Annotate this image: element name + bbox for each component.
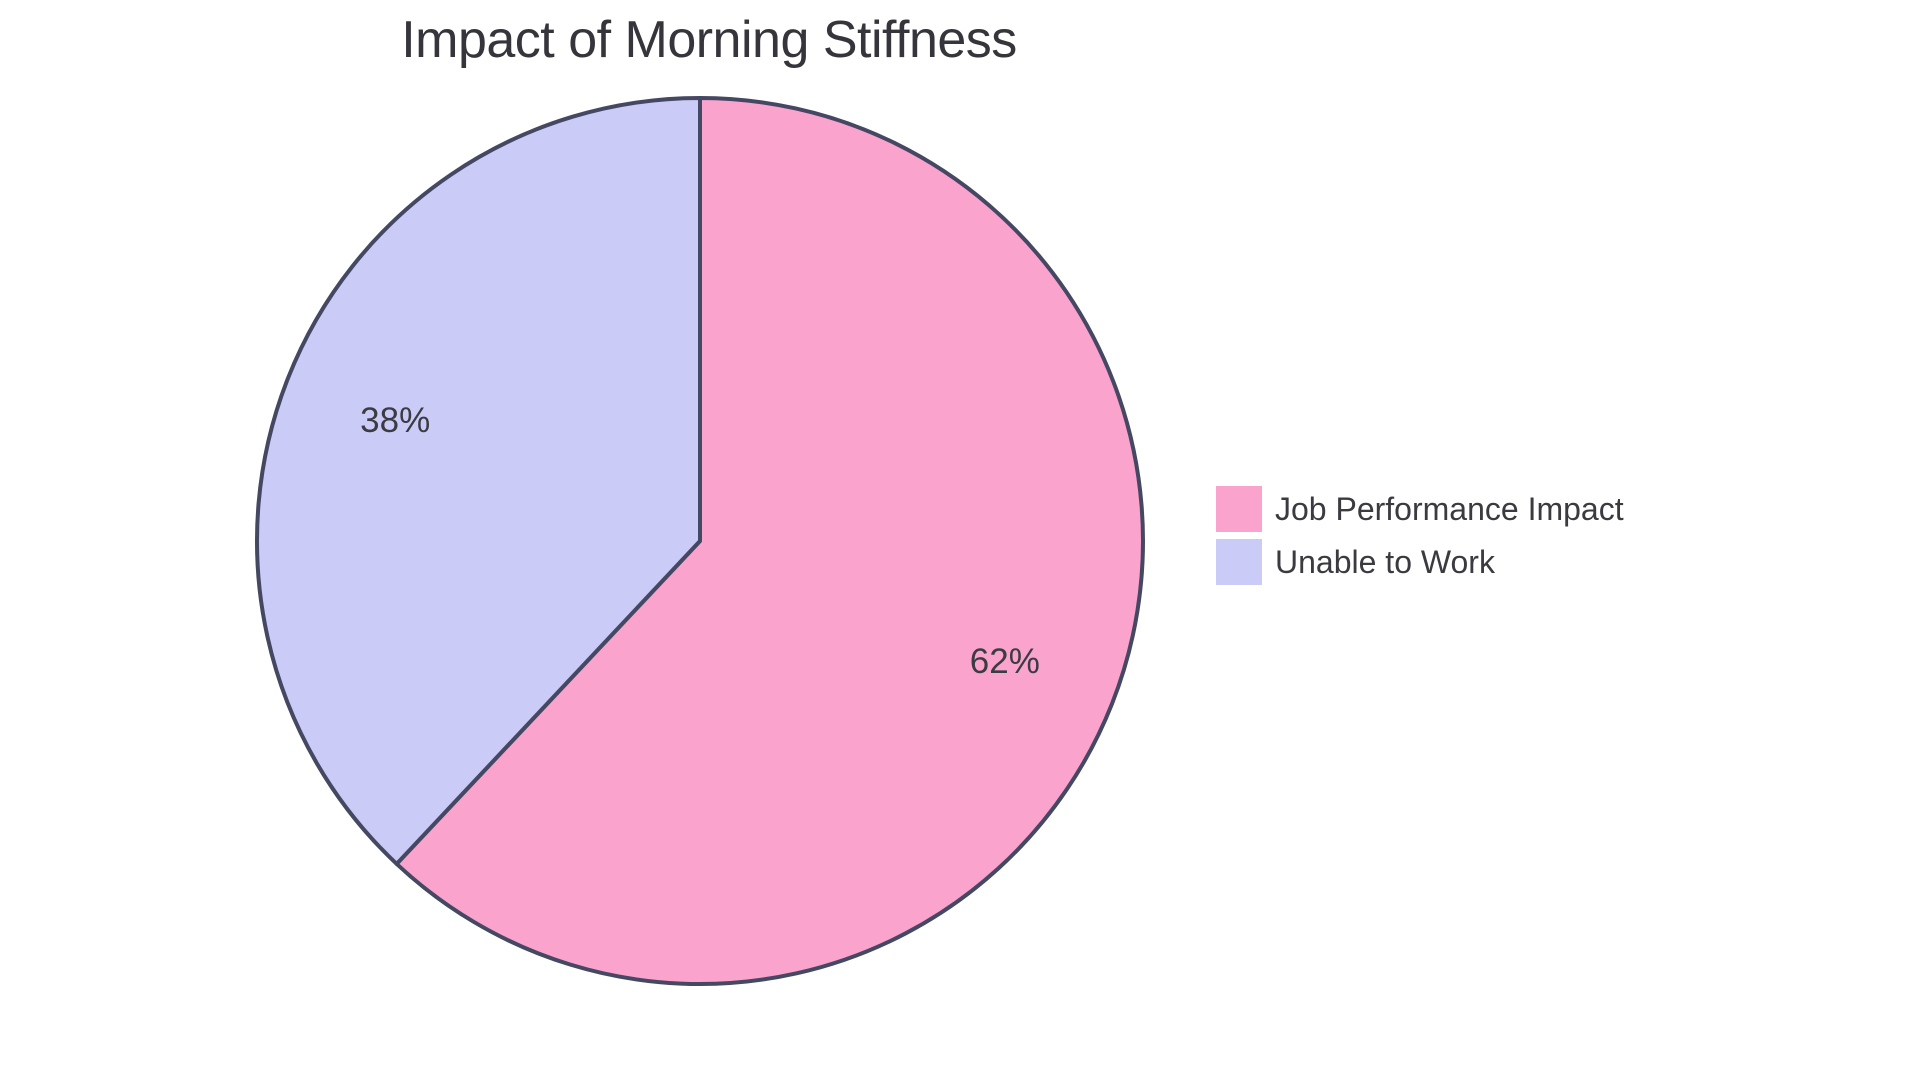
legend: Job Performance Impact Unable to Work: [1216, 486, 1624, 585]
legend-item: Job Performance Impact: [1216, 486, 1624, 532]
slice-percentage-label: 62%: [970, 642, 1040, 681]
slice-percentage-label: 38%: [360, 401, 430, 440]
chart-title: Impact of Morning Stiffness: [401, 11, 1017, 69]
pie-slice-1: [254, 96, 702, 866]
legend-item: Unable to Work: [1216, 539, 1624, 585]
legend-swatch: [1216, 539, 1262, 585]
legend-label: Job Performance Impact: [1275, 490, 1624, 527]
legend-swatch: [1216, 486, 1262, 532]
legend-label: Unable to Work: [1275, 543, 1495, 580]
pie-slice-0: [394, 96, 1145, 986]
